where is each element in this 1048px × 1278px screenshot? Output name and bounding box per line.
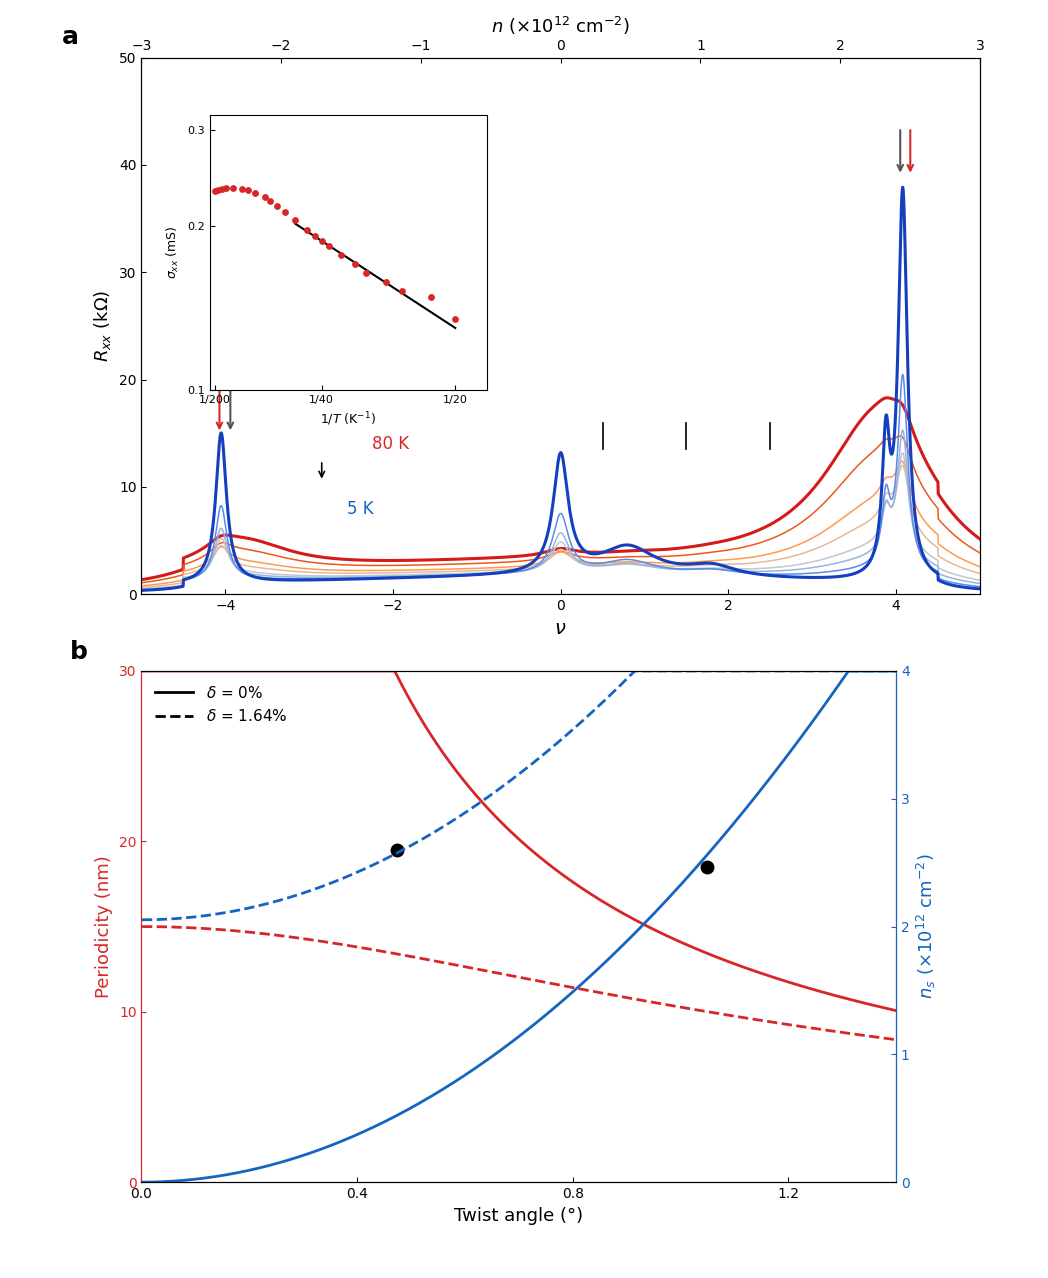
Point [307,225,324,245]
Text: 5 K: 5 K [347,500,373,518]
Point [213,179,230,199]
Point [313,230,330,250]
Point [332,244,349,265]
Point [277,202,293,222]
Y-axis label: $n_s$ ($\times$10$^{12}$ cm$^{-2}$): $n_s$ ($\times$10$^{12}$ cm$^{-2}$) [915,854,938,999]
Text: b: b [70,640,88,665]
Point [269,196,286,216]
Y-axis label: Periodicity (nm): Periodicity (nm) [95,855,113,998]
Point [393,281,410,302]
X-axis label: $\nu$: $\nu$ [554,619,567,638]
Point [234,179,250,199]
Point [262,192,279,212]
X-axis label: Twist angle (°): Twist angle (°) [454,1206,584,1224]
Point [299,220,315,240]
Point [377,271,394,291]
Point [218,178,235,198]
X-axis label: $n$ ($\times$10$^{12}$ cm$^{-2}$): $n$ ($\times$10$^{12}$ cm$^{-2}$) [492,15,630,37]
Point [224,178,241,198]
Legend: $\delta$ = 0%, $\delta$ = 1.64%: $\delta$ = 0%, $\delta$ = 1.64% [149,679,293,731]
Point [239,180,256,201]
Text: 80 K: 80 K [372,436,409,454]
Y-axis label: $R_{xx}$ (k$\Omega$): $R_{xx}$ (k$\Omega$) [92,290,113,362]
Point [446,309,463,330]
Point [287,210,304,230]
Y-axis label: $\sigma_{xx}$ (mS): $\sigma_{xx}$ (mS) [166,226,181,279]
X-axis label: 1/$T$ (K$^{-1}$): 1/$T$ (K$^{-1}$) [321,410,376,428]
Point [206,180,223,201]
Point [347,254,364,275]
Point [246,183,263,203]
Text: a: a [62,26,79,50]
Point [256,187,272,207]
Point [210,180,226,201]
Point [321,235,337,256]
Point [422,288,439,308]
Point [357,263,374,284]
